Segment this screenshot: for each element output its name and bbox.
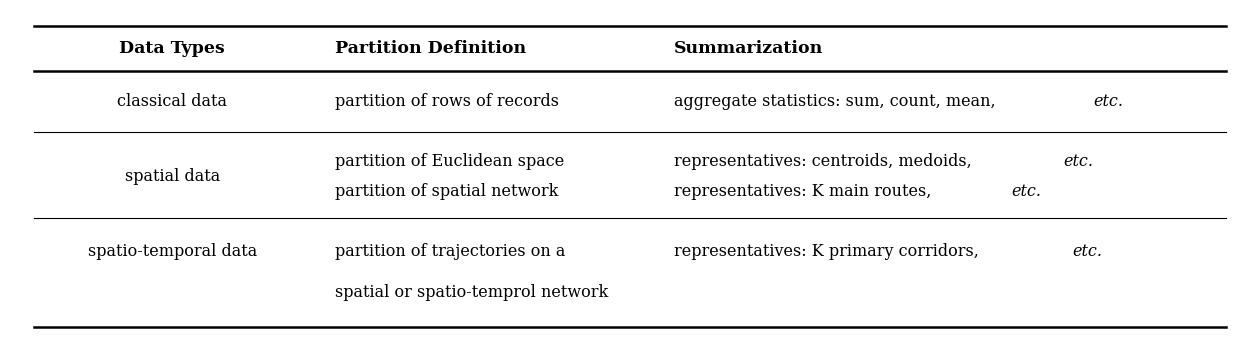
Text: etc.: etc. (1063, 153, 1092, 170)
Text: spatial data: spatial data (125, 168, 219, 185)
Text: representatives: centroids, medoids,: representatives: centroids, medoids, (674, 153, 976, 170)
Text: representatives: K primary corridors,: representatives: K primary corridors, (674, 243, 984, 260)
Text: spatio-temporal data: spatio-temporal data (87, 243, 257, 260)
Text: Summarization: Summarization (674, 40, 823, 57)
Text: etc.: etc. (1094, 93, 1124, 110)
Text: partition of Euclidean space: partition of Euclidean space (335, 153, 564, 170)
Text: Data Types: Data Types (120, 40, 226, 57)
Text: partition of trajectories on a: partition of trajectories on a (335, 243, 566, 260)
Text: classical data: classical data (117, 93, 227, 110)
Text: partition of rows of records: partition of rows of records (335, 93, 559, 110)
Text: etc.: etc. (1072, 243, 1102, 260)
Text: aggregate statistics: sum, count, mean,: aggregate statistics: sum, count, mean, (674, 93, 1000, 110)
Text: etc.: etc. (1011, 183, 1041, 200)
Text: partition of spatial network: partition of spatial network (335, 183, 558, 200)
Text: representatives: K main routes,: representatives: K main routes, (674, 183, 936, 200)
Text: spatial or spatio-temprol network: spatial or spatio-temprol network (335, 284, 609, 301)
Text: Partition Definition: Partition Definition (335, 40, 527, 57)
